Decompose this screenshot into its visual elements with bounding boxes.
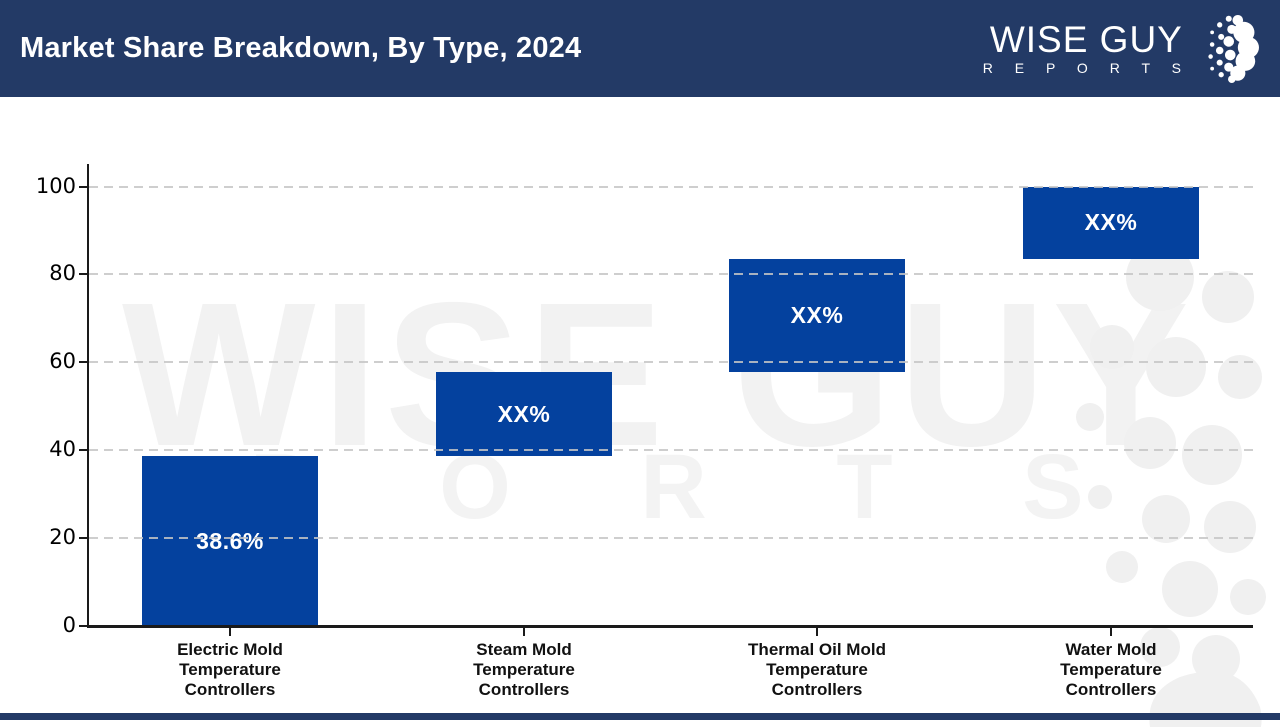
category-label: Steam Mold Temperature Controllers (473, 640, 575, 699)
gridline (89, 273, 1253, 276)
category-label: Water Mold Temperature Controllers (1060, 640, 1162, 699)
logo-name: WISE GUY (989, 19, 1183, 60)
bar-value-label: XX% (497, 400, 551, 427)
y-tick-mark (79, 449, 88, 452)
y-axis-line (87, 164, 89, 627)
y-tick-label: 40 (49, 437, 76, 462)
y-tick-label: 20 (49, 525, 76, 550)
bar-value-label: XX% (1084, 209, 1138, 236)
y-tick-mark (79, 273, 88, 276)
y-tick-label: 0 (62, 613, 76, 637)
gridline (89, 537, 1253, 540)
bar-value-label: 38.6% (196, 527, 264, 554)
x-tick-mark (523, 628, 525, 636)
bar-segment: XX% (436, 371, 612, 457)
logo-subtitle: R E P O R T S (982, 60, 1190, 76)
bar-value-label: XX% (790, 301, 844, 328)
y-tick-label: 60 (49, 349, 76, 374)
page-title: Market Share Breakdown, By Type, 2024 (20, 32, 582, 64)
y-tick-mark (79, 361, 88, 364)
bar-segment: XX% (729, 259, 905, 372)
wise-guy-logo: WISE GUY R E P O R T S (983, 10, 1280, 88)
y-tick-label: 100 (35, 173, 76, 198)
y-tick-mark (79, 185, 88, 188)
bar-segment: XX% (1023, 186, 1199, 260)
gridline (89, 185, 1253, 188)
gridline (89, 449, 1253, 452)
x-axis-line (87, 625, 1253, 628)
category-label: Electric Mold Temperature Controllers (177, 640, 283, 699)
gridline (89, 361, 1253, 364)
x-tick-mark (1110, 628, 1112, 636)
footer-bar (0, 713, 1280, 720)
bar-segment: 38.6% (142, 456, 318, 626)
category-label: Thermal Oil Mold Temperature Controllers (748, 640, 886, 699)
y-tick-mark (79, 537, 88, 540)
logo-face-icon (1208, 14, 1259, 83)
header-bar: Market Share Breakdown, By Type, 2024 WI… (0, 0, 1280, 97)
y-tick-label: 80 (49, 261, 76, 286)
x-tick-mark (229, 628, 231, 636)
x-tick-mark (816, 628, 818, 636)
y-tick-mark (79, 625, 88, 627)
